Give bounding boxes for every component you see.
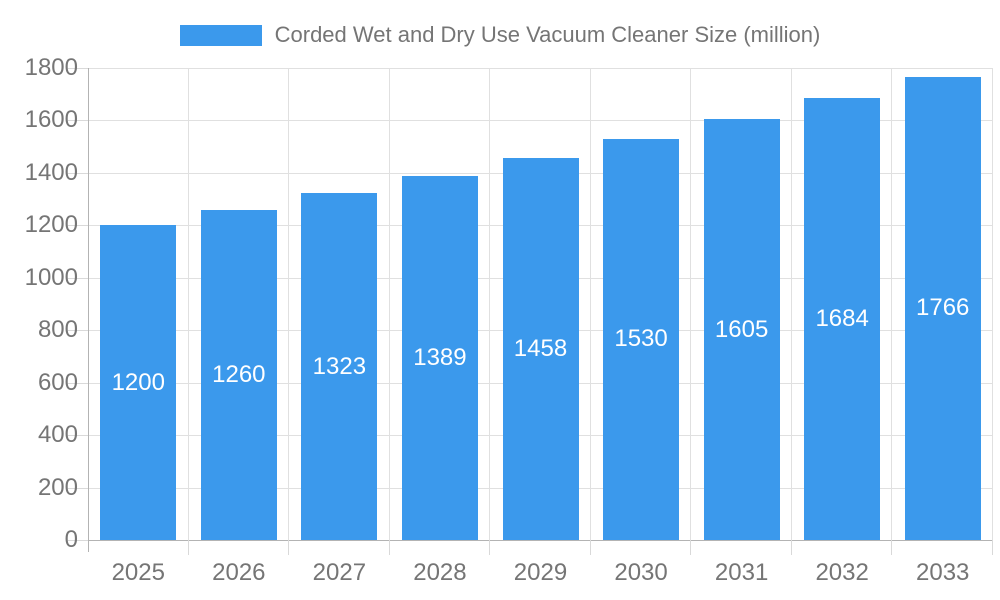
legend: Corded Wet and Dry Use Vacuum Cleaner Si… xyxy=(0,22,1000,48)
plot-area: 1200 1260 1323 1389 1458 1530 1605 1684 1766 xyxy=(88,68,993,540)
x-axis-baseline xyxy=(88,540,993,541)
bar-value-label: 1458 xyxy=(513,334,568,362)
y-axis-tick xyxy=(68,68,88,69)
x-axis-tick-label: 2026 xyxy=(212,559,266,586)
bar-value-label: 1389 xyxy=(413,343,467,371)
y-axis-tick xyxy=(68,435,88,437)
bar-value-label: 1766 xyxy=(916,294,970,322)
y-axis-line xyxy=(88,68,89,552)
x-axis-tick xyxy=(690,540,692,555)
gridline-vertical xyxy=(690,68,692,540)
gridline-vertical xyxy=(388,68,390,540)
y-axis-tick xyxy=(68,172,88,174)
y-axis-tick xyxy=(68,487,88,489)
bar: 1684 xyxy=(804,98,881,540)
y-axis-tick-label: 1000 xyxy=(24,263,78,291)
y-axis-tick-label: 1600 xyxy=(24,106,78,134)
gridline-vertical xyxy=(489,68,491,540)
bar: 1605 xyxy=(703,119,780,540)
bar: 1458 xyxy=(502,157,579,540)
gridline-vertical xyxy=(187,68,189,540)
x-axis-tick xyxy=(388,540,390,555)
y-axis-tick xyxy=(68,330,88,332)
x-axis-tick-label: 2028 xyxy=(413,559,467,586)
bar: 1766 xyxy=(904,76,981,540)
x-axis-tick-label: 2032 xyxy=(815,559,869,586)
gridline-vertical xyxy=(891,68,893,540)
gridline-vertical xyxy=(589,68,591,540)
legend-label: Corded Wet and Dry Use Vacuum Cleaner Si… xyxy=(274,22,821,47)
bar-value-label: 1684 xyxy=(815,305,869,333)
gridline-vertical xyxy=(288,68,290,540)
y-axis-tick xyxy=(68,120,88,122)
y-axis-tick-label: 1400 xyxy=(24,158,78,186)
x-axis-tick-label: 2031 xyxy=(714,559,769,586)
bar: 1323 xyxy=(301,193,378,540)
gridline-horizontal xyxy=(88,120,993,122)
bar: 1260 xyxy=(200,209,277,540)
bar-value-label: 1605 xyxy=(714,315,769,343)
x-axis-tick xyxy=(992,540,993,555)
y-axis-tick xyxy=(68,382,88,384)
x-axis-tick-label: 2025 xyxy=(111,559,165,586)
x-axis-tick xyxy=(589,540,591,555)
bar: 1200 xyxy=(100,225,177,540)
y-axis-tick-label: 200 xyxy=(37,473,78,501)
y-axis-tick-label: 600 xyxy=(37,368,78,396)
bar-value-label: 1323 xyxy=(312,352,367,380)
y-axis-tick-label: 400 xyxy=(37,421,78,449)
x-axis-tick xyxy=(288,540,290,555)
x-axis-tick-label: 2033 xyxy=(916,559,970,586)
bar-value-label: 1260 xyxy=(212,360,266,388)
x-axis-tick xyxy=(187,540,189,555)
gridline-vertical xyxy=(790,68,792,540)
bar-value-label: 1530 xyxy=(614,325,668,353)
y-axis-tick-label: 800 xyxy=(37,316,78,344)
bar-value-label: 1200 xyxy=(111,368,165,396)
legend-swatch xyxy=(179,24,262,46)
x-axis-tick-label: 2030 xyxy=(614,559,668,586)
gridline-vertical xyxy=(992,68,993,540)
y-axis-tick-label: 1800 xyxy=(24,54,78,81)
y-axis-tick-label: 1200 xyxy=(24,211,78,239)
gridline-horizontal xyxy=(88,68,993,69)
bar: 1389 xyxy=(401,175,478,540)
x-axis-tick xyxy=(790,540,792,555)
x-axis-tick xyxy=(891,540,893,555)
y-axis-tick-label: 0 xyxy=(64,526,78,553)
y-axis-tick xyxy=(68,540,88,541)
y-axis-tick xyxy=(68,277,88,279)
y-axis-tick xyxy=(68,225,88,227)
x-axis-tick-label: 2027 xyxy=(312,559,367,586)
x-axis-tick-label: 2029 xyxy=(513,559,568,586)
x-axis-tick xyxy=(489,540,491,555)
bar: 1530 xyxy=(603,138,680,540)
